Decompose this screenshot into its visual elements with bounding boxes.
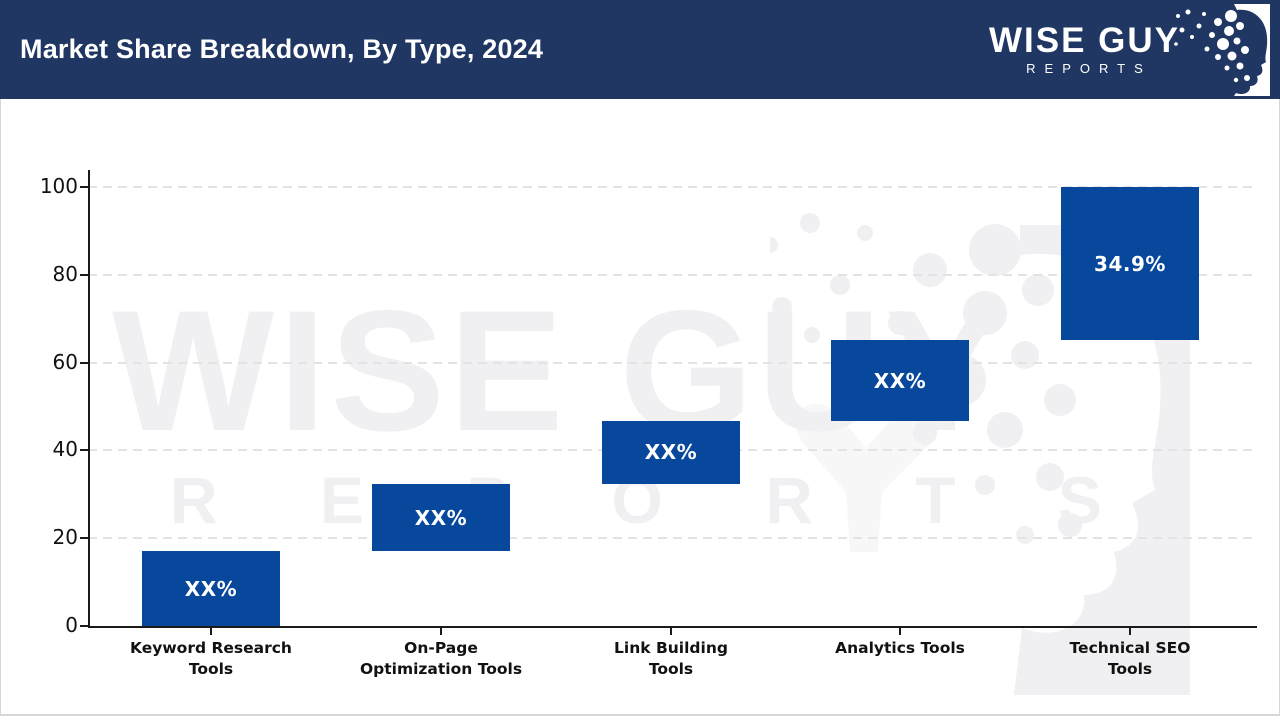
x-tick-4 (899, 628, 901, 635)
y-axis (88, 170, 90, 628)
category-label-4: Analytics Tools (835, 639, 965, 657)
brand-logo: WISE GUY REPORTS (988, 3, 1280, 96)
brand-face-icon (1174, 3, 1270, 96)
bar-segment-1: XX% (142, 551, 280, 626)
bar-value-label: XX% (644, 440, 698, 465)
gridline-100 (88, 186, 1257, 188)
brand-name: WISE GUY (988, 21, 1180, 60)
category-label-1: Keyword Research Tools (130, 639, 292, 678)
y-tick-label-20: 20 (52, 525, 78, 550)
x-tick-2 (440, 628, 442, 635)
bar-segment-5: 34.9% (1061, 187, 1199, 341)
y-tick-40 (80, 449, 89, 452)
bar-segment-2: XX% (372, 483, 510, 552)
category-label-2: On-Page Optimization Tools (359, 639, 523, 678)
x-tick-3 (670, 628, 672, 635)
y-tick-label-60: 60 (52, 349, 78, 374)
gridline-60 (88, 361, 1257, 364)
category-label-3: Link Building Tools (614, 639, 728, 678)
y-tick-label-40: 40 (52, 437, 78, 462)
bar-value-label: XX% (414, 505, 468, 530)
y-tick-label-80: 80 (52, 261, 78, 286)
gridline-20 (88, 537, 1257, 540)
y-tick-label-100: 100 (39, 174, 78, 198)
y-tick-100 (80, 186, 89, 188)
category-label-5: Technical SEO Tools (1069, 639, 1191, 678)
y-tick-0 (80, 625, 89, 627)
bar-value-label: XX% (873, 368, 927, 393)
bar-value-label: 34.9% (1094, 251, 1166, 276)
brand-logo-text: WISE GUY REPORTS (988, 21, 1180, 77)
y-tick-20 (80, 537, 89, 540)
header-bar: Market Share Breakdown, By Type, 2024 WI… (0, 0, 1280, 99)
bar-segment-4: XX% (831, 340, 969, 421)
x-tick-1 (210, 628, 212, 635)
page-title: Market Share Breakdown, By Type, 2024 (20, 34, 544, 64)
y-tick-label-0: 0 (65, 613, 78, 637)
y-tick-60 (80, 361, 89, 364)
y-tick-80 (80, 273, 89, 276)
bar-value-label: XX% (184, 576, 238, 601)
x-axis (88, 626, 1257, 628)
bar-segment-3: XX% (602, 420, 740, 484)
x-tick-5 (1129, 628, 1131, 635)
brand-subtitle: REPORTS (1026, 61, 1152, 76)
gridline-80 (88, 273, 1257, 276)
